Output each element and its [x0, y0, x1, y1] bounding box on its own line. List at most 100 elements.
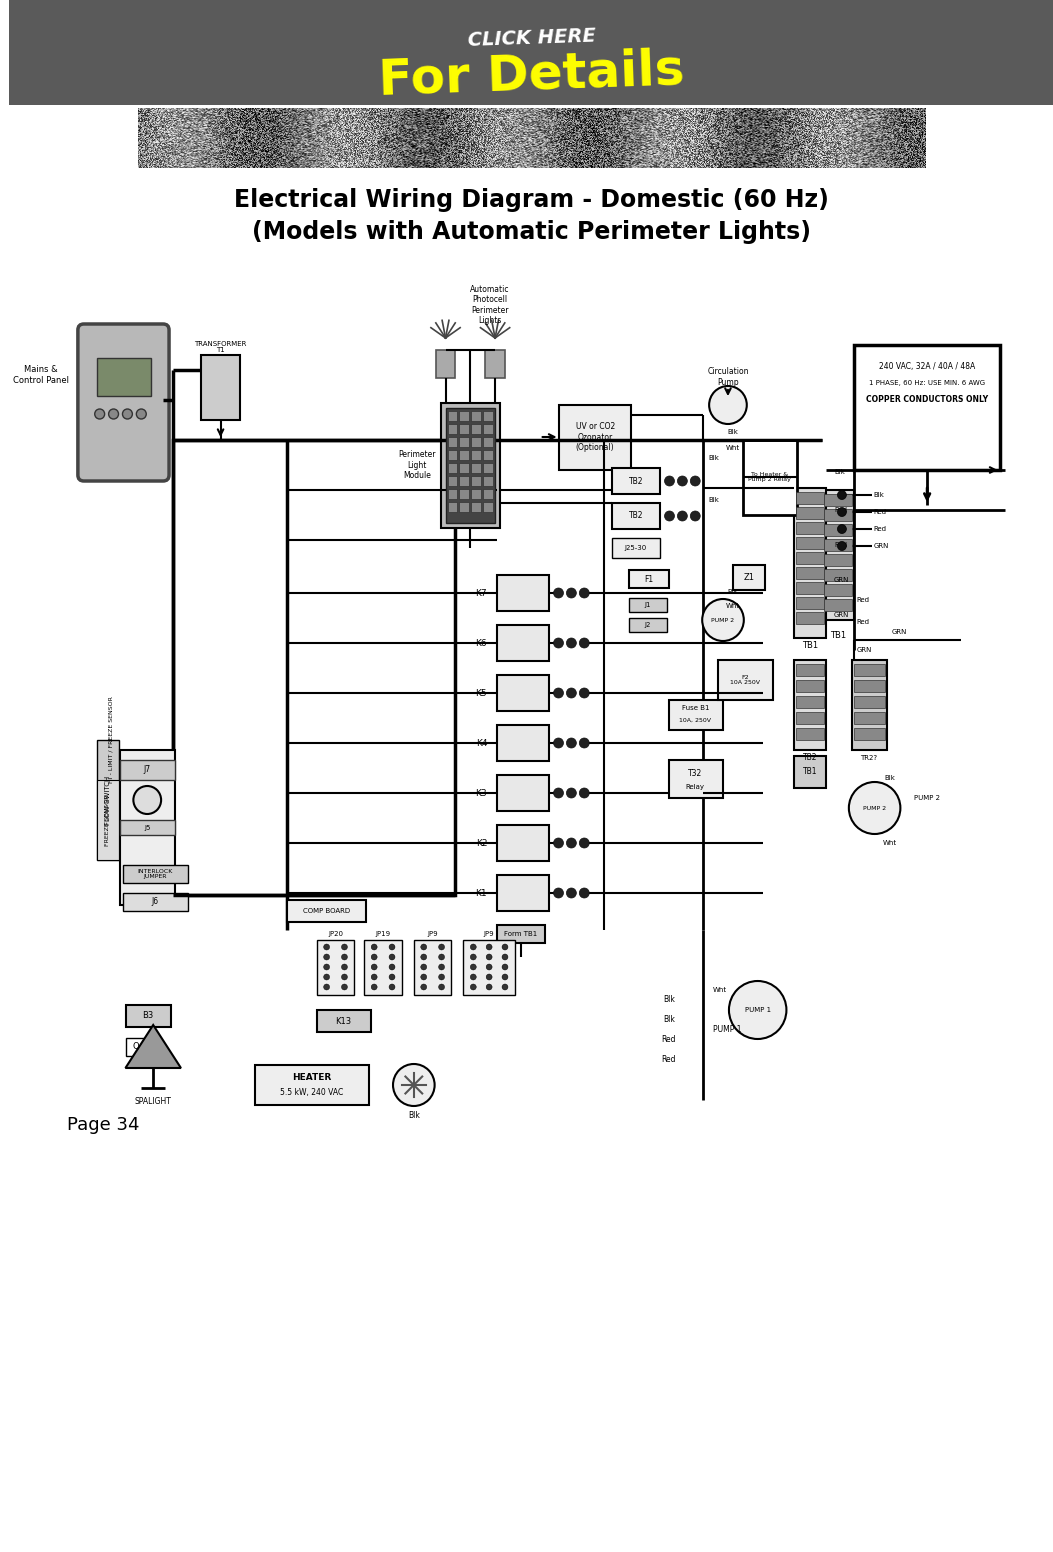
Text: Automatic
Photocell
Perimeter
Lights: Automatic Photocell Perimeter Lights [471, 286, 510, 324]
Ellipse shape [341, 975, 347, 979]
Bar [796, 553, 824, 563]
Text: TB1: TB1 [830, 630, 846, 639]
Ellipse shape [323, 964, 330, 970]
Ellipse shape [554, 888, 563, 899]
Ellipse shape [341, 944, 347, 950]
Text: J25-30: J25-30 [624, 545, 647, 551]
Bar [796, 664, 824, 677]
Text: JP19: JP19 [376, 931, 391, 937]
Ellipse shape [837, 508, 847, 517]
Bar [497, 774, 549, 812]
Bar [287, 900, 366, 922]
Ellipse shape [372, 984, 377, 990]
Bar [824, 554, 852, 566]
Text: B3: B3 [142, 1012, 154, 1021]
Text: 10A, 250V: 10A, 250V [679, 717, 711, 723]
Bar [796, 508, 824, 518]
Ellipse shape [471, 964, 476, 970]
Bar [497, 625, 549, 661]
Text: Wht: Wht [713, 987, 728, 993]
Text: GRN: GRN [834, 577, 850, 584]
Ellipse shape [389, 954, 395, 961]
FancyBboxPatch shape [78, 324, 170, 481]
Bar [97, 740, 119, 860]
Text: Blk: Blk [728, 590, 738, 594]
Ellipse shape [729, 981, 787, 1038]
Bar [448, 438, 457, 447]
Text: Red: Red [857, 619, 870, 625]
Text: K6: K6 [476, 638, 488, 647]
Bar [173, 441, 456, 896]
Ellipse shape [554, 688, 563, 698]
Bar [854, 712, 885, 723]
Text: F2
10A 250V: F2 10A 250V [730, 675, 760, 686]
Ellipse shape [579, 838, 590, 847]
Polygon shape [125, 1024, 181, 1068]
Text: K3: K3 [476, 788, 488, 798]
Bar [364, 941, 402, 995]
Ellipse shape [486, 954, 492, 961]
Bar [472, 411, 481, 421]
Text: 240 VAC, 32A / 40A / 48A: 240 VAC, 32A / 40A / 48A [879, 363, 975, 371]
Bar [483, 450, 493, 459]
Bar [796, 582, 824, 594]
Bar [483, 438, 493, 447]
Text: Circulation
Pump: Circulation Pump [708, 368, 749, 386]
Bar [459, 411, 470, 421]
Text: PUMP 2: PUMP 2 [712, 618, 735, 622]
Ellipse shape [837, 542, 847, 551]
Text: K1: K1 [476, 888, 488, 897]
Text: 1 PHASE, 60 Hz: USE MIN. 6 AWG: 1 PHASE, 60 Hz: USE MIN. 6 AWG [869, 380, 986, 386]
Text: TB1: TB1 [802, 641, 818, 650]
Ellipse shape [323, 984, 330, 990]
Bar [824, 539, 852, 551]
Ellipse shape [372, 975, 377, 979]
Ellipse shape [567, 888, 576, 899]
Bar [497, 925, 544, 944]
Ellipse shape [486, 944, 492, 950]
Text: COMP BOARD: COMP BOARD [303, 908, 351, 914]
Text: Mains &
Control Panel: Mains & Control Panel [13, 365, 68, 385]
Bar [126, 1006, 171, 1027]
Ellipse shape [677, 511, 688, 521]
Ellipse shape [579, 688, 590, 698]
Bar [483, 462, 493, 473]
Ellipse shape [579, 739, 590, 748]
Text: T32: T32 [688, 770, 702, 779]
Bar [796, 492, 824, 504]
Bar [459, 462, 470, 473]
Bar [459, 489, 470, 500]
Text: Blk: Blk [728, 428, 738, 435]
Text: Red: Red [661, 1035, 675, 1044]
Ellipse shape [389, 944, 395, 950]
Bar [796, 680, 824, 692]
Bar [448, 476, 457, 486]
Ellipse shape [372, 964, 377, 970]
Ellipse shape [709, 386, 747, 424]
Text: K7: K7 [476, 588, 488, 598]
Ellipse shape [702, 599, 743, 641]
Ellipse shape [486, 964, 492, 970]
Bar [497, 725, 549, 760]
Bar [440, 404, 500, 528]
Ellipse shape [554, 788, 563, 798]
Text: Blk: Blk [885, 774, 895, 781]
Ellipse shape [554, 638, 563, 649]
Text: Q: Q [132, 1043, 139, 1052]
Bar [796, 695, 824, 708]
Bar [472, 450, 481, 459]
Text: Blk: Blk [408, 1111, 420, 1119]
Text: K2: K2 [476, 838, 488, 847]
Bar [120, 819, 175, 835]
Bar [497, 675, 549, 711]
Ellipse shape [567, 838, 576, 847]
Ellipse shape [108, 410, 119, 419]
Text: J1: J1 [644, 602, 651, 608]
Ellipse shape [439, 944, 444, 950]
Text: Form TB1: Form TB1 [504, 931, 537, 937]
Bar [796, 728, 824, 740]
Text: Blk: Blk [663, 995, 675, 1004]
Bar [612, 503, 659, 529]
Text: Blk: Blk [874, 492, 885, 498]
Bar [733, 565, 764, 590]
